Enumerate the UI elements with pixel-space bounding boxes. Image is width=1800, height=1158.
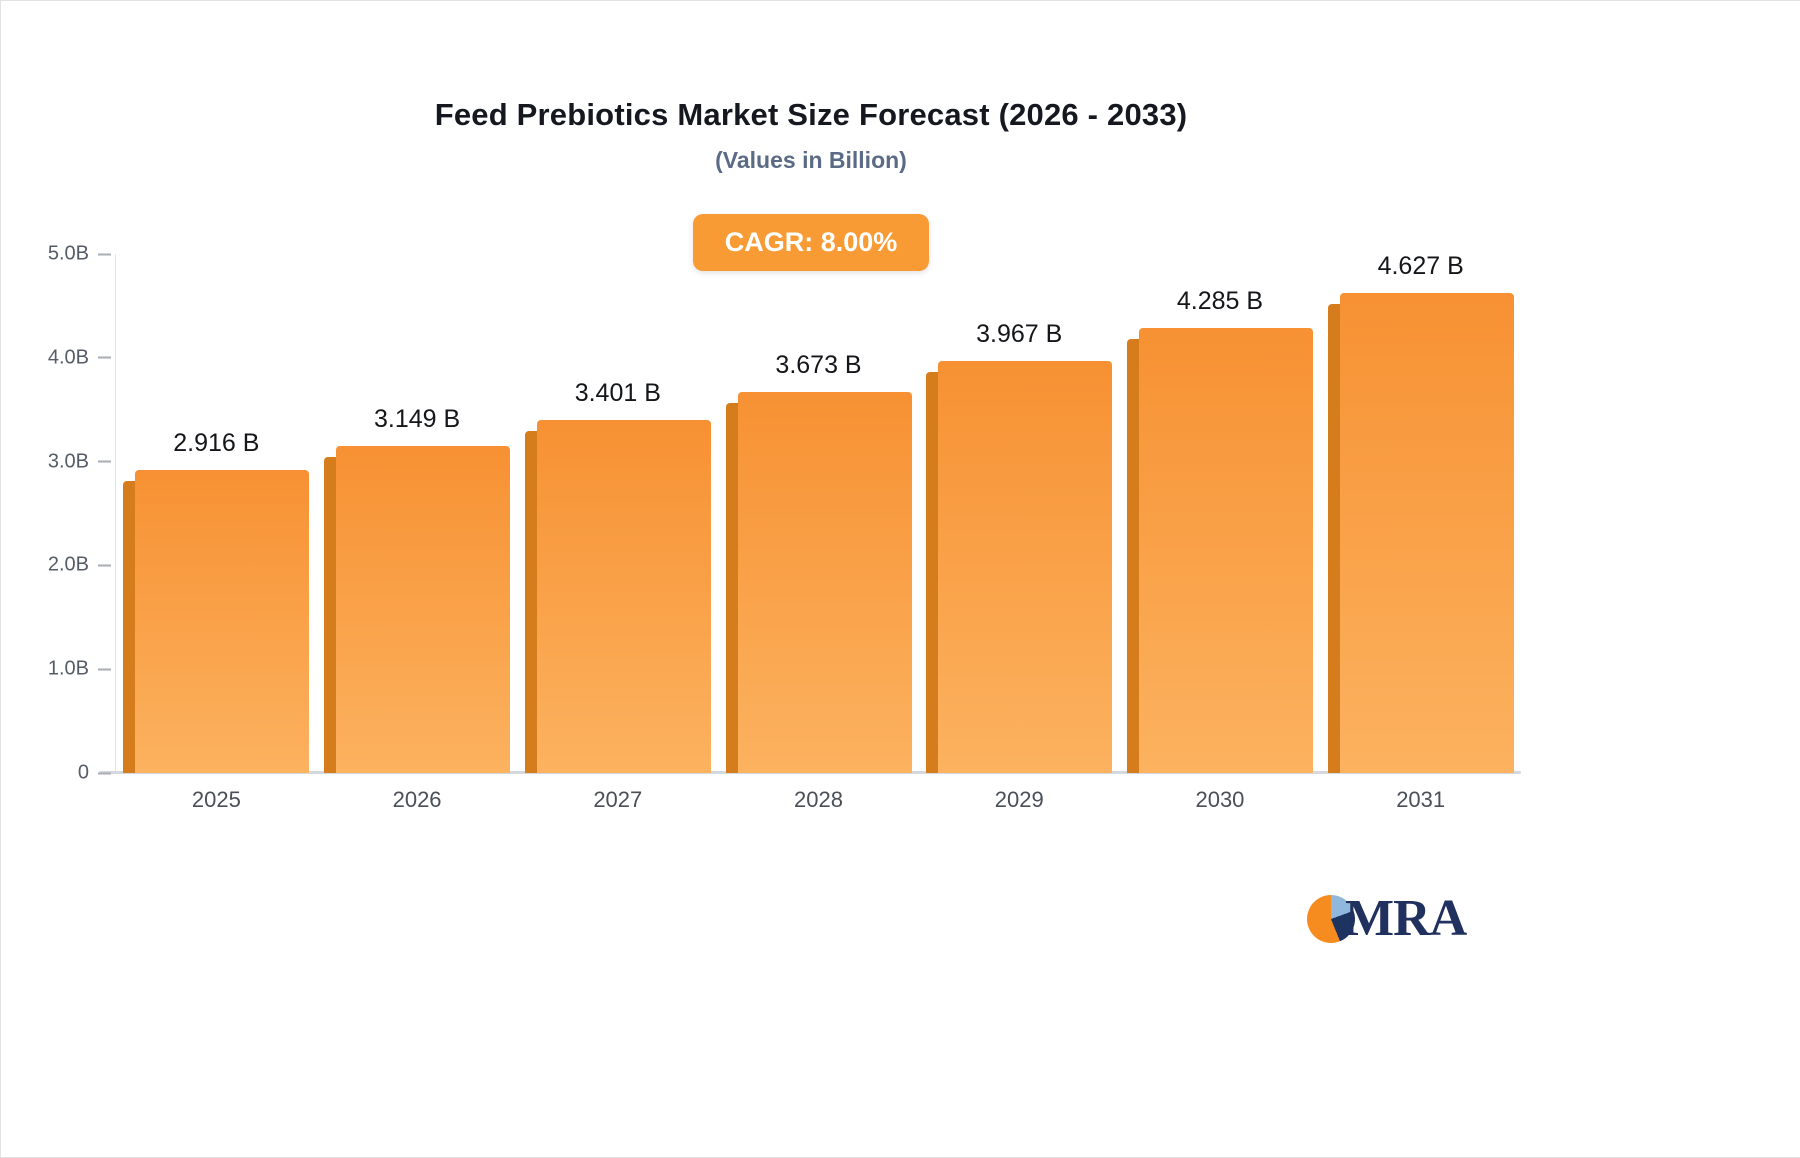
bar-value-label: 4.627 B [1377,251,1464,280]
cagr-badge: CAGR: 8.00% [692,214,930,271]
y-tick: 4.0B [48,346,111,369]
bar-front-face [938,361,1113,773]
y-axis: 5.0B 4.0B 3.0B 2.0B 1.0B 0 [19,243,111,784]
x-axis-label: 2028 [794,787,843,812]
y-tick-label: 3.0B [47,450,89,473]
chart-header: Feed Prebiotics Market Size Forecast (20… [1,1,1621,271]
y-tick-mark [98,460,111,463]
chart-title: Feed Prebiotics Market Size Forecast (20… [434,97,1188,132]
bar-front-face [1339,292,1514,773]
x-axis-label: 2026 [392,787,442,812]
y-tick-label: 2.0B [47,553,89,576]
bar-2028: 3.673 B [725,351,912,773]
y-tick: 1.0B [48,658,111,681]
brand-logo: MRA [1307,890,1467,947]
bar-slot: 3.401 B [517,254,718,773]
bar-slot: 2.916 B [116,254,317,773]
y-tick-mark [98,253,111,255]
y-tick: 5.0B [48,243,111,266]
bar-2025: 2.916 B [123,429,310,773]
y-tick-label: 0 [77,761,89,784]
chart-subtitle: (Values in Billion) [715,147,907,173]
bar-2027: 3.401 B [524,379,711,773]
plot-area: 2.916 B 3.149 B 3.401 B 3.673 B 3.967 B 4.285… [116,252,1521,773]
y-tick-label: 1.0B [47,657,89,680]
bar-value-label: 3.967 B [976,320,1063,349]
y-tick: 3.0B [48,450,111,473]
logo-text: MRA [1345,890,1467,947]
y-tick-mark [98,356,111,359]
bar-front-face [135,470,310,773]
bars: 2.916 B 3.149 B 3.401 B 3.673 B 3.967 B 4.285… [116,252,1521,773]
y-tick-mark [98,564,111,567]
bar-2029: 3.967 B [926,320,1113,773]
x-axis-label: 2027 [593,787,643,812]
bar-value-label: 3.149 B [373,405,461,434]
bar-2030: 4.285 B [1126,287,1313,773]
mra-pie-icon [1307,895,1355,943]
y-tick-mark [98,772,111,774]
bar-front-face [536,419,711,773]
bar-2031: 4.627 B [1327,252,1514,773]
x-axis-label: 2030 [1195,787,1245,812]
bar-front-face [737,391,912,773]
bar-value-label: 3.673 B [775,350,862,379]
cagr-badge-row: CAGR: 8.00% [1,214,1621,271]
y-tick-mark [98,668,111,671]
x-axis-label: 2029 [994,787,1044,812]
y-tick-label: 4.0B [47,346,89,369]
bar-slot: 3.967 B [919,254,1120,773]
bar-value-label: 3.401 B [574,378,661,407]
bar-slot: 4.627 B [1320,252,1521,773]
bar-slot: 3.673 B [718,254,919,773]
x-axis-label: 2031 [1396,787,1446,812]
x-axis-label: 2025 [191,787,241,812]
x-labels: 2025 2026 2027 2028 2029 2030 2031 [116,787,1521,813]
y-tick-label: 5.0B [47,242,89,265]
y-tick: 2.0B [48,554,111,577]
bar-front-face [1138,328,1313,773]
bar-value-label: 2.916 B [173,429,260,458]
y-axis-line [115,254,116,773]
bar-value-label: 4.285 B [1176,287,1264,316]
y-tick: 0 [78,762,111,785]
bar-slot: 3.149 B [317,254,518,773]
bar-slot: 4.285 B [1120,254,1321,773]
bar-front-face [336,446,511,773]
bar-2026: 3.149 B [324,405,511,773]
